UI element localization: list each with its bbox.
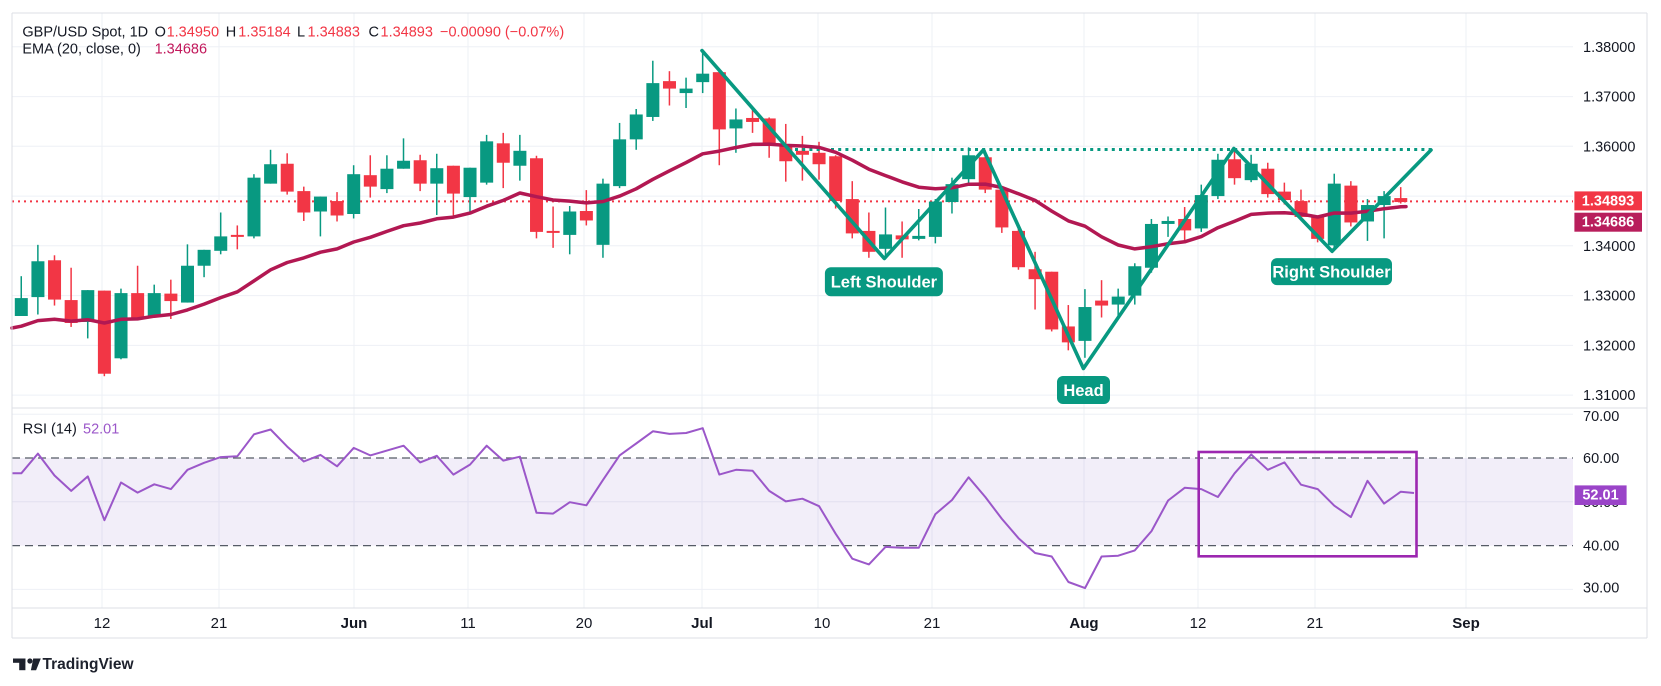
svg-text:40.00: 40.00 — [1583, 539, 1619, 555]
svg-text:70.00: 70.00 — [1583, 409, 1619, 425]
svg-text:1.36000: 1.36000 — [1583, 139, 1635, 155]
svg-text:12: 12 — [94, 615, 111, 632]
svg-text:11: 11 — [460, 615, 476, 632]
svg-text:1.35184: 1.35184 — [238, 25, 290, 41]
svg-text:52.01: 52.01 — [1582, 488, 1618, 504]
svg-text:10: 10 — [814, 615, 831, 632]
svg-text:30.00: 30.00 — [1583, 581, 1619, 597]
svg-text:1.34000: 1.34000 — [1583, 239, 1635, 255]
svg-text:Sep: Sep — [1452, 615, 1480, 632]
svg-text:1.34893: 1.34893 — [1582, 193, 1634, 209]
svg-text:Right Shoulder: Right Shoulder — [1272, 264, 1391, 282]
svg-text:1.31000: 1.31000 — [1583, 388, 1635, 404]
svg-text:1.34950: 1.34950 — [167, 25, 219, 41]
svg-text:TradingView: TradingView — [43, 656, 135, 673]
svg-text:C: C — [369, 25, 379, 41]
svg-text:52.01: 52.01 — [83, 422, 119, 438]
svg-text:Jul: Jul — [691, 615, 713, 632]
svg-text:Jun: Jun — [341, 615, 368, 632]
svg-text:20: 20 — [576, 615, 593, 632]
svg-text:60.00: 60.00 — [1583, 451, 1619, 467]
svg-text:1.32000: 1.32000 — [1583, 338, 1635, 354]
svg-text:RSI (14): RSI (14) — [23, 422, 77, 438]
svg-text:EMA (20, close, 0): EMA (20, close, 0) — [22, 42, 140, 58]
svg-text:21: 21 — [924, 615, 941, 632]
svg-text:1.38000: 1.38000 — [1583, 40, 1635, 56]
svg-text:1.34686: 1.34686 — [1582, 215, 1634, 231]
svg-text:−0.00090 (−0.07%): −0.00090 (−0.07%) — [440, 25, 564, 41]
svg-text:1.33000: 1.33000 — [1583, 289, 1635, 305]
svg-text:L: L — [297, 25, 305, 41]
svg-text:Head: Head — [1063, 382, 1103, 400]
svg-text:1.34893: 1.34893 — [381, 25, 433, 41]
svg-text:21: 21 — [211, 615, 228, 632]
svg-text:O: O — [155, 25, 166, 41]
svg-text:H: H — [226, 25, 236, 41]
svg-text:Left Shoulder: Left Shoulder — [831, 274, 938, 292]
svg-text:Aug: Aug — [1069, 615, 1098, 632]
svg-text:21: 21 — [1307, 615, 1324, 632]
svg-text:1.34686: 1.34686 — [155, 42, 207, 58]
svg-text:GBP/USD Spot, 1D: GBP/USD Spot, 1D — [22, 25, 148, 41]
svg-text:1.37000: 1.37000 — [1583, 90, 1635, 106]
svg-text:1.34883: 1.34883 — [308, 25, 360, 41]
svg-text:12: 12 — [1190, 615, 1207, 632]
